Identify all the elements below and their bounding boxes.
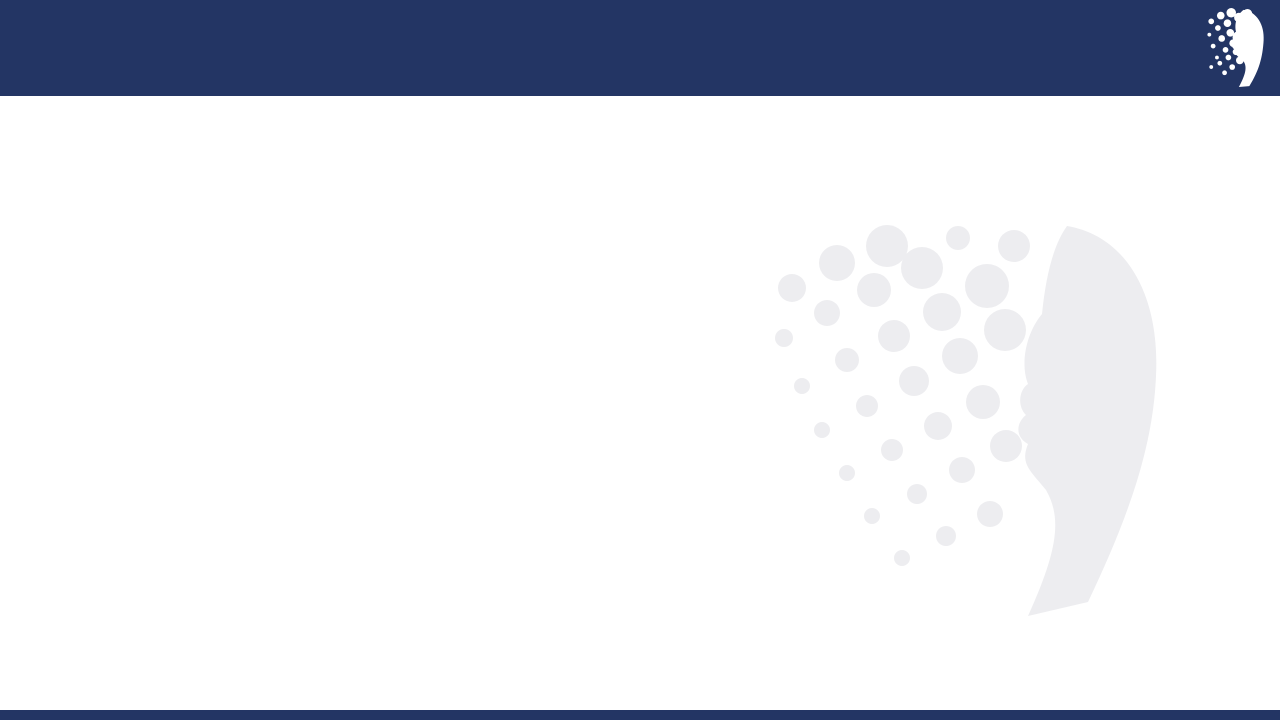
footer-bar xyxy=(0,710,1280,720)
logo-text xyxy=(1195,47,1200,49)
logo-dotted-head-icon xyxy=(1207,8,1264,88)
header-bar xyxy=(0,0,1280,96)
wise-guy-reports-logo xyxy=(1195,8,1268,88)
